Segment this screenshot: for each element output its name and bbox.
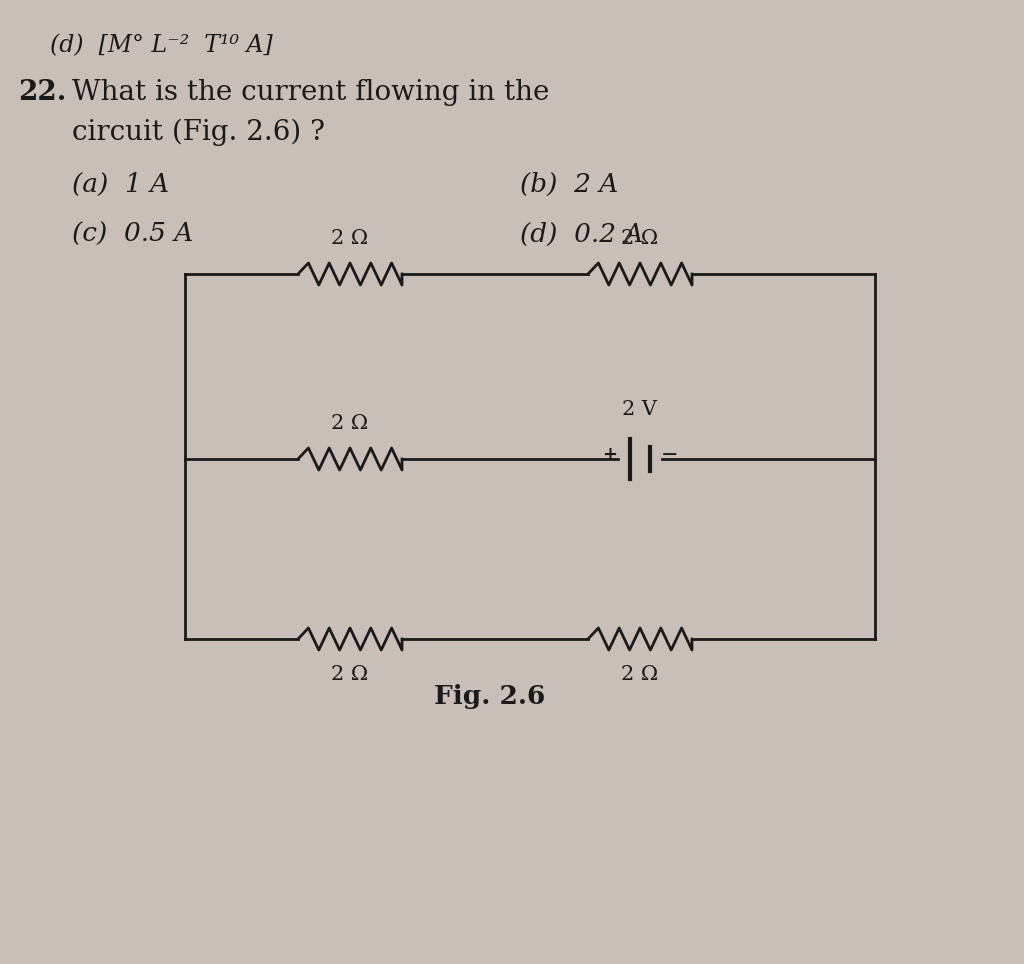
Text: (d)  0.2 A: (d) 0.2 A [520,222,643,247]
Text: 2 Ω: 2 Ω [622,665,658,684]
Text: 2 Ω: 2 Ω [332,229,369,248]
Text: (c)  0.5 A: (c) 0.5 A [72,222,194,247]
Text: 2 Ω: 2 Ω [332,414,369,433]
Text: 2 Ω: 2 Ω [332,665,369,684]
Text: +: + [602,446,617,464]
Text: Fig. 2.6: Fig. 2.6 [434,684,546,709]
Text: −: − [662,445,679,465]
Text: 2 Ω: 2 Ω [622,229,658,248]
Text: What is the current flowing in the: What is the current flowing in the [72,79,549,106]
Text: (b)  2 A: (b) 2 A [520,172,618,197]
Text: 2 V: 2 V [623,400,657,419]
Text: (a)  1 A: (a) 1 A [72,172,169,197]
Text: 22.: 22. [18,79,67,106]
Text: (d)  [M° L⁻²  T¹⁰ A]: (d) [M° L⁻² T¹⁰ A] [50,34,272,57]
Text: circuit (Fig. 2.6) ?: circuit (Fig. 2.6) ? [72,119,325,147]
